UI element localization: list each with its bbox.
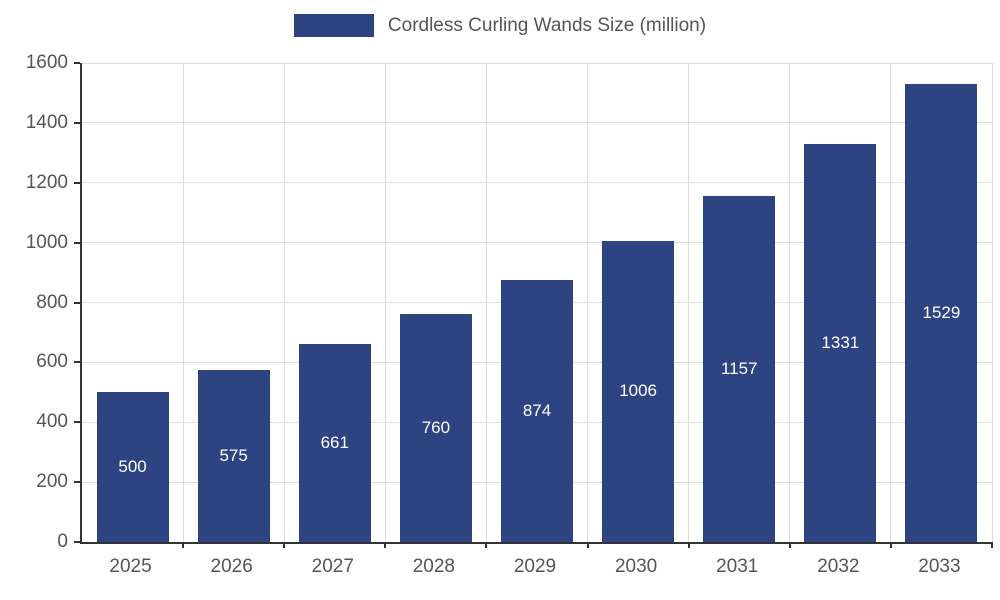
x-tick-label: 2029 bbox=[513, 556, 557, 577]
x-tick-mark bbox=[485, 542, 488, 548]
bar-2025: 500 bbox=[96, 392, 169, 542]
legend-swatch bbox=[293, 14, 374, 37]
y-tick-label: 600 bbox=[36, 351, 68, 373]
v-gridline bbox=[587, 63, 589, 542]
x-tick-mark bbox=[889, 542, 892, 548]
bar-2033: 1529 bbox=[905, 84, 978, 542]
y-tick-label: 400 bbox=[36, 411, 68, 433]
v-gridline bbox=[283, 63, 285, 542]
bar-2029: 874 bbox=[501, 280, 573, 542]
bar-value-label: 1529 bbox=[922, 303, 961, 323]
x-tick-label: 2032 bbox=[817, 556, 860, 577]
bar-2026: 575 bbox=[197, 369, 270, 542]
bar-value-label: 874 bbox=[522, 401, 552, 421]
x-tick-mark bbox=[182, 542, 185, 548]
bar-value-label: 500 bbox=[118, 457, 147, 477]
x-tick-label: 2033 bbox=[918, 556, 961, 577]
y-tick-mark bbox=[74, 481, 80, 484]
x-axis-labels: 2025 2026 2027 2028 2029 2030 2031 2032 2033 bbox=[80, 556, 990, 586]
y-tick-mark bbox=[74, 421, 80, 424]
x-tick-mark bbox=[687, 542, 690, 548]
v-gridline bbox=[485, 63, 487, 542]
bar-value-label: 575 bbox=[219, 445, 248, 465]
x-tick-mark bbox=[586, 542, 589, 548]
y-tick-mark bbox=[74, 301, 80, 304]
h-gridline bbox=[82, 62, 992, 64]
bar-value-label: 760 bbox=[421, 418, 451, 438]
bar-value-label: 661 bbox=[320, 433, 349, 453]
x-tick-label: 2025 bbox=[109, 556, 152, 577]
bar-2031: 1157 bbox=[703, 195, 776, 542]
plot-area: 500 575 661 760 874 1006 1157 1331 1529 bbox=[74, 62, 993, 548]
y-tick-label: 1600 bbox=[25, 52, 68, 73]
y-tick-mark bbox=[74, 181, 80, 184]
bar-2030: 1006 bbox=[602, 240, 675, 542]
y-tick-mark bbox=[74, 62, 80, 64]
y-tick-mark bbox=[74, 121, 80, 124]
h-gridline bbox=[82, 182, 992, 184]
x-tick-label: 2027 bbox=[311, 556, 354, 577]
bar-2028: 760 bbox=[399, 314, 472, 542]
y-tick-label: 1200 bbox=[25, 171, 68, 193]
chart-legend: Cordless Curling Wands Size (million) bbox=[0, 14, 1000, 37]
y-tick-mark bbox=[74, 361, 80, 364]
bar-value-label: 1331 bbox=[821, 332, 860, 352]
x-tick-label: 2030 bbox=[614, 556, 658, 577]
y-tick-mark bbox=[74, 541, 80, 543]
v-gridline bbox=[890, 63, 892, 542]
v-gridline bbox=[182, 63, 184, 542]
bar-value-label: 1157 bbox=[720, 358, 758, 378]
h-gridline bbox=[82, 122, 992, 124]
x-tick-mark bbox=[991, 542, 993, 548]
y-tick-label: 1400 bbox=[25, 111, 68, 133]
h-gridline bbox=[82, 242, 992, 244]
bar-2032: 1331 bbox=[804, 143, 877, 542]
y-tick-label: 200 bbox=[36, 471, 68, 493]
v-gridline bbox=[991, 63, 993, 542]
bar-value-label: 1006 bbox=[619, 381, 658, 401]
y-tick-label: 0 bbox=[57, 531, 68, 552]
y-tick-mark bbox=[74, 241, 80, 244]
x-tick-mark bbox=[283, 542, 286, 548]
y-tick-label: 800 bbox=[36, 291, 68, 313]
x-tick-label: 2028 bbox=[412, 556, 456, 577]
x-tick-label: 2031 bbox=[716, 556, 759, 577]
x-tick-mark bbox=[788, 542, 791, 548]
x-tick-label: 2026 bbox=[210, 556, 253, 577]
chart-title: Cordless Curling Wands Size (million) bbox=[387, 14, 707, 36]
v-gridline bbox=[384, 63, 386, 542]
v-gridline bbox=[688, 63, 690, 542]
y-tick-label: 1000 bbox=[25, 231, 68, 253]
y-axis-labels: 0 200 400 600 800 1000 1200 1400 1600 bbox=[4, 52, 68, 552]
v-gridline bbox=[789, 63, 791, 542]
bar-2027: 661 bbox=[298, 344, 371, 542]
x-tick-mark bbox=[384, 542, 387, 548]
